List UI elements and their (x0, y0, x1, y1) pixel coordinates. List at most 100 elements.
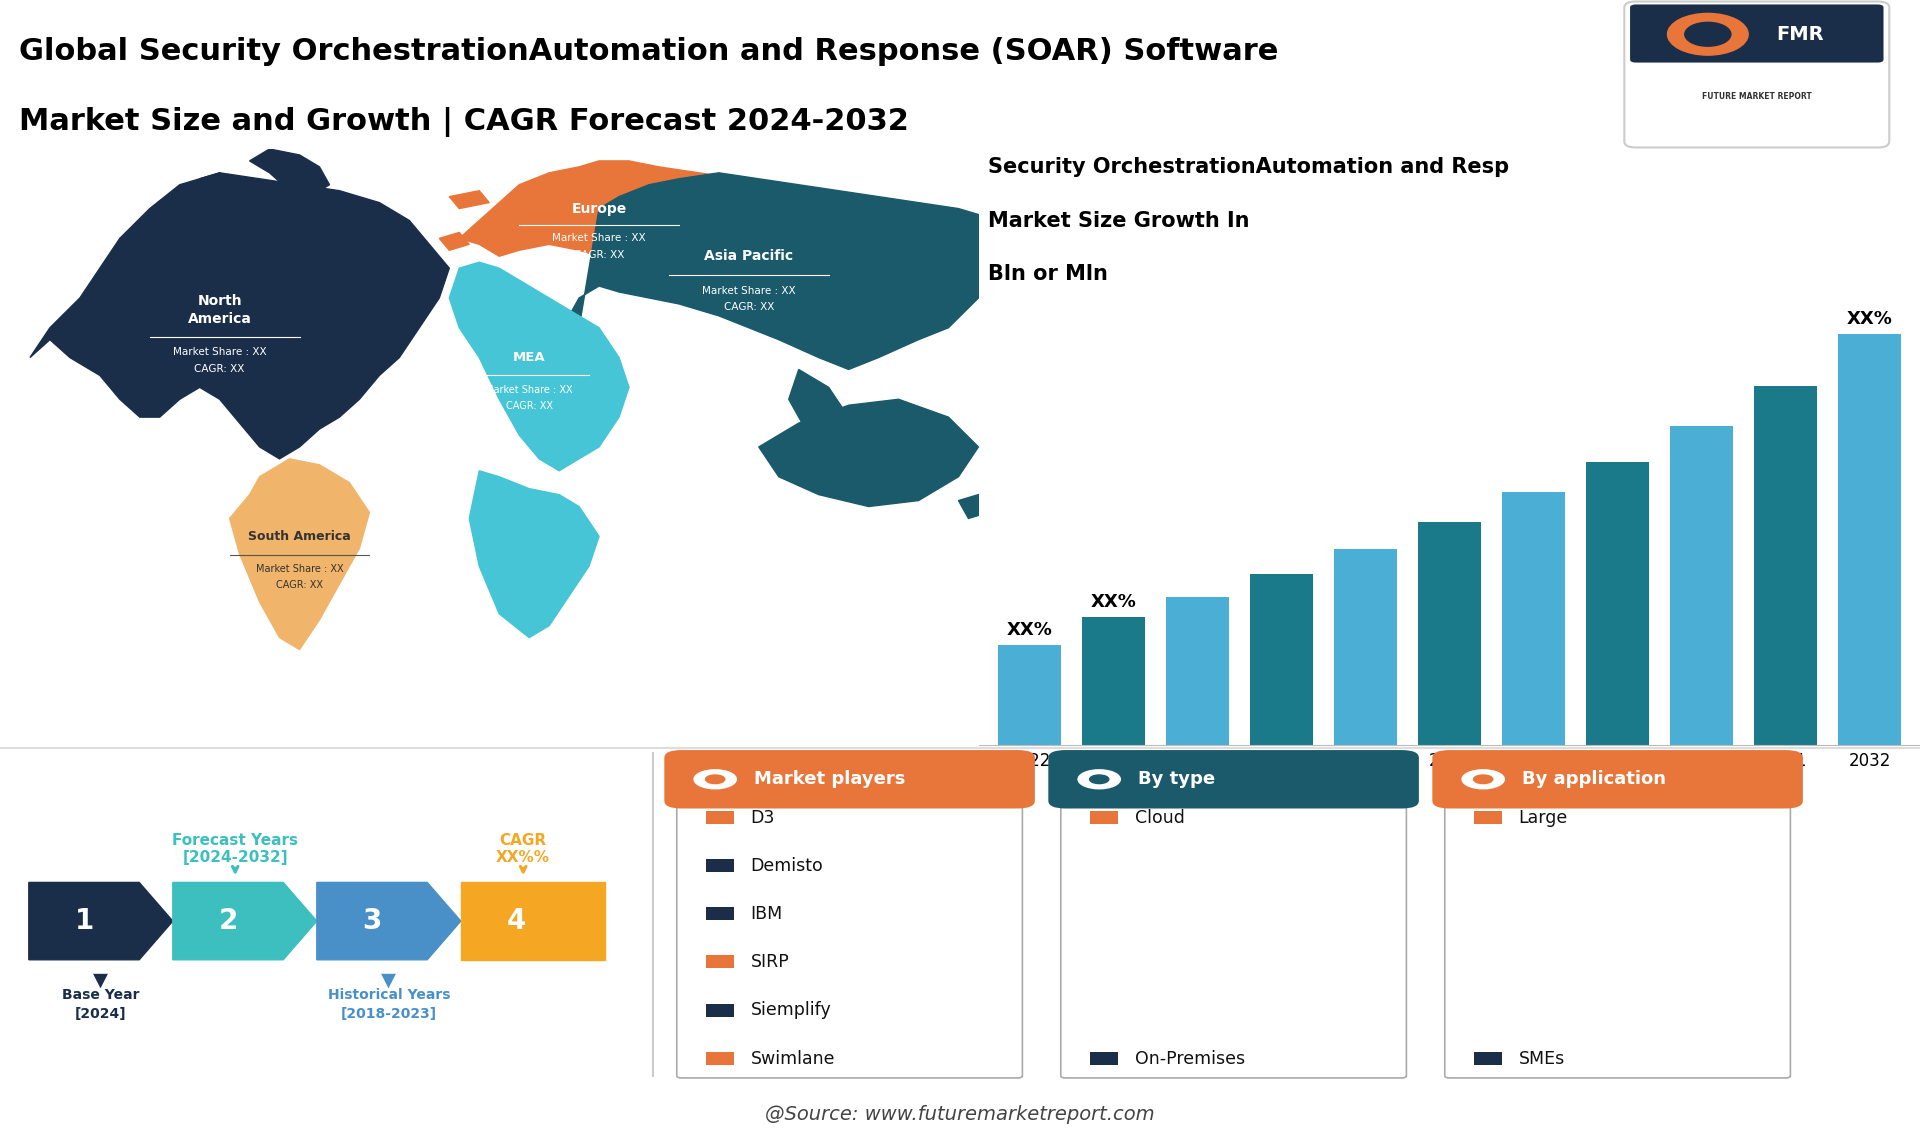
Text: Siemplify: Siemplify (751, 1002, 831, 1020)
Text: Market Size and Growth | CAGR Forecast 2024-2032: Market Size and Growth | CAGR Forecast 2… (19, 108, 908, 138)
Text: CAGR: XX: CAGR: XX (574, 250, 624, 260)
Text: 2: 2 (219, 908, 238, 935)
Text: XX%: XX% (1006, 621, 1052, 638)
Circle shape (1463, 770, 1503, 788)
Bar (705, 1004, 733, 1017)
Text: XX%%: XX%% (495, 850, 551, 865)
Polygon shape (173, 882, 317, 960)
Bar (1475, 811, 1503, 824)
Bar (705, 956, 733, 968)
Bar (705, 811, 733, 824)
Circle shape (1686, 22, 1732, 46)
Polygon shape (440, 233, 468, 250)
Text: SIRP: SIRP (751, 953, 789, 972)
Text: Large: Large (1519, 809, 1569, 827)
Text: CAGR: CAGR (499, 833, 547, 848)
Text: On-Premises: On-Premises (1135, 1050, 1244, 1068)
Polygon shape (449, 262, 630, 471)
Bar (1586, 462, 1649, 745)
Text: By application: By application (1521, 770, 1665, 788)
Text: Forecast Years: Forecast Years (173, 833, 298, 848)
Circle shape (1089, 775, 1108, 784)
Text: 3: 3 (363, 908, 382, 935)
Circle shape (1475, 775, 1492, 784)
Text: ▼: ▼ (94, 971, 108, 989)
Bar (1334, 549, 1398, 745)
Polygon shape (461, 882, 605, 960)
Text: @Source: www.futuremarketreport.com: @Source: www.futuremarketreport.com (766, 1105, 1154, 1124)
Text: Market players: Market players (753, 770, 904, 788)
Text: By type: By type (1137, 770, 1215, 788)
Text: Europe: Europe (572, 202, 626, 215)
Text: IBM: IBM (751, 905, 783, 924)
Bar (705, 860, 733, 872)
Text: [2018-2023]: [2018-2023] (340, 1007, 438, 1021)
Polygon shape (250, 149, 330, 197)
Bar (705, 908, 733, 920)
Bar (998, 645, 1062, 745)
Circle shape (705, 775, 726, 784)
Text: FMR: FMR (1776, 25, 1824, 44)
Polygon shape (789, 369, 849, 447)
Bar (1670, 426, 1734, 745)
Bar (1089, 811, 1117, 824)
Text: ▼: ▼ (382, 971, 396, 989)
Text: North
America: North America (188, 295, 252, 325)
FancyBboxPatch shape (1630, 5, 1884, 63)
Bar (1755, 386, 1816, 745)
Text: Security OrchestrationAutomation and Resp: Security OrchestrationAutomation and Res… (987, 157, 1509, 178)
Bar (1083, 617, 1144, 745)
Text: [2024]: [2024] (75, 1007, 127, 1021)
Text: Asia Pacific: Asia Pacific (705, 249, 793, 264)
FancyBboxPatch shape (1624, 1, 1889, 148)
Text: Swimlane: Swimlane (751, 1050, 835, 1068)
Text: CAGR: XX: CAGR: XX (276, 580, 323, 590)
Text: XX%: XX% (1091, 592, 1137, 611)
Polygon shape (200, 173, 230, 185)
Text: Market Share : XX: Market Share : XX (486, 385, 572, 395)
Text: Market Size Growth In: Market Size Growth In (987, 211, 1250, 230)
Text: Demisto: Demisto (751, 857, 824, 876)
Bar (1837, 333, 1901, 745)
Bar (1165, 597, 1229, 745)
Text: Cloud: Cloud (1135, 809, 1185, 827)
Text: XX%: XX% (1847, 309, 1893, 328)
Polygon shape (29, 882, 173, 960)
Text: Market Share : XX: Market Share : XX (255, 564, 344, 574)
Text: Market Share : XX: Market Share : XX (553, 234, 645, 243)
Bar (1475, 1052, 1503, 1065)
Bar (705, 1052, 733, 1065)
FancyBboxPatch shape (1444, 796, 1789, 1078)
Polygon shape (230, 458, 369, 650)
Text: D3: D3 (751, 809, 776, 827)
FancyBboxPatch shape (664, 751, 1035, 809)
Text: Historical Years: Historical Years (328, 988, 449, 1002)
Polygon shape (449, 190, 490, 209)
FancyBboxPatch shape (1060, 796, 1405, 1078)
Polygon shape (31, 173, 449, 458)
Circle shape (1079, 770, 1119, 788)
Bar (1419, 523, 1480, 745)
Text: MEA: MEA (513, 351, 545, 364)
FancyBboxPatch shape (676, 796, 1023, 1078)
Polygon shape (758, 399, 979, 507)
Text: Bln or Mln: Bln or Mln (987, 264, 1108, 284)
Polygon shape (468, 471, 599, 637)
Circle shape (693, 770, 735, 788)
Text: CAGR: XX: CAGR: XX (724, 301, 774, 312)
Text: SMEs: SMEs (1519, 1050, 1565, 1068)
Polygon shape (459, 160, 918, 304)
Polygon shape (317, 882, 461, 960)
Text: CAGR: XX: CAGR: XX (505, 401, 553, 411)
Bar (1501, 493, 1565, 745)
Bar (1089, 1052, 1117, 1065)
Bar (1250, 574, 1313, 745)
Text: Market Share : XX: Market Share : XX (703, 285, 795, 296)
FancyBboxPatch shape (1048, 751, 1419, 809)
FancyBboxPatch shape (1432, 751, 1803, 809)
Text: Base Year: Base Year (61, 988, 140, 1002)
Text: FUTURE MARKET REPORT: FUTURE MARKET REPORT (1701, 93, 1812, 101)
Text: South America: South America (248, 529, 351, 543)
Circle shape (1667, 14, 1747, 55)
Text: CAGR: XX: CAGR: XX (194, 364, 246, 375)
